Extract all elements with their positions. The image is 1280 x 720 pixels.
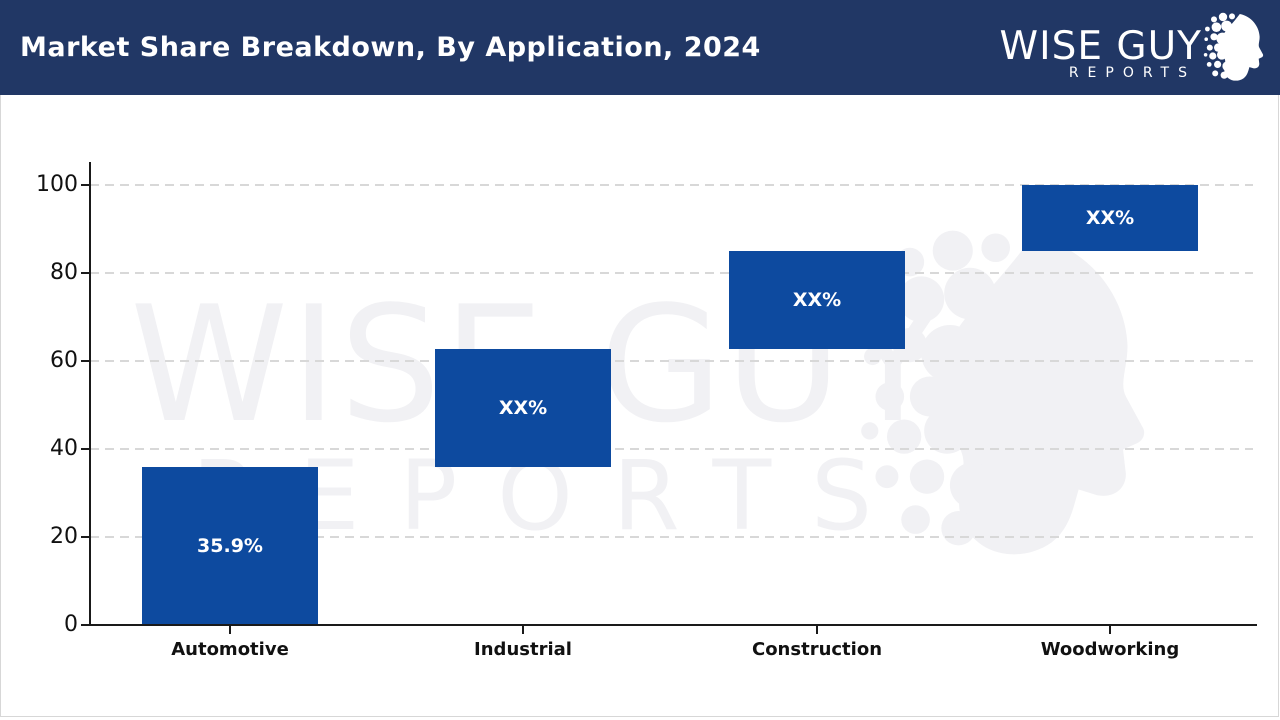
gridline-40 [90, 448, 1253, 450]
chart-title: Market Share Breakdown, By Application, … [20, 32, 761, 63]
y-tick-label-80: 80 [50, 260, 78, 285]
y-tick-40 [81, 448, 89, 450]
x-tick-3 [1109, 626, 1111, 634]
bar-value-label: XX% [1085, 207, 1135, 229]
y-tick-80 [81, 272, 89, 274]
x-tick-1 [522, 626, 524, 634]
bar-value-label: XX% [792, 288, 842, 311]
x-category-label-automotive: Automotive [171, 639, 289, 660]
gridline-100 [90, 184, 1253, 186]
y-tick-60 [81, 360, 89, 362]
bar-value-label: XX% [498, 396, 548, 419]
logo-reports-text: REPORTS [1068, 65, 1196, 81]
y-tick-label-20: 20 [50, 524, 78, 549]
x-category-label-woodworking: Woodworking [1040, 639, 1180, 660]
y-axis-line [89, 162, 91, 626]
y-tick-label-100: 100 [36, 172, 78, 197]
logo-wise-guy-text: WISE GUY [999, 24, 1202, 69]
x-axis-line [81, 624, 1257, 626]
y-tick-label-40: 40 [50, 436, 78, 461]
x-tick-0 [229, 626, 231, 634]
header-band: Market Share Breakdown, By Application, … [0, 0, 1280, 95]
logo-head-dots-icon [1203, 12, 1264, 81]
y-tick-label-60: 60 [50, 348, 78, 373]
x-category-label-industrial: Industrial [474, 639, 572, 660]
x-tick-2 [816, 626, 818, 634]
gridline-80 [90, 272, 1253, 274]
bar-construction: XX% [729, 251, 905, 349]
bar-value-label: 35.9% [197, 535, 263, 557]
y-tick-0 [81, 624, 89, 626]
x-category-label-construction: Construction [751, 639, 883, 660]
bar-woodworking: XX% [1022, 185, 1198, 251]
y-tick-100 [81, 184, 89, 186]
gridline-20 [90, 536, 1253, 538]
y-tick-20 [81, 536, 89, 538]
bar-automotive: 35.9% [142, 467, 318, 625]
bar-industrial: XX% [435, 348, 611, 468]
gridline-60 [90, 360, 1253, 362]
y-tick-label-0: 0 [64, 612, 78, 637]
brand-logo: WISE GUY REPORTS [1000, 4, 1268, 92]
